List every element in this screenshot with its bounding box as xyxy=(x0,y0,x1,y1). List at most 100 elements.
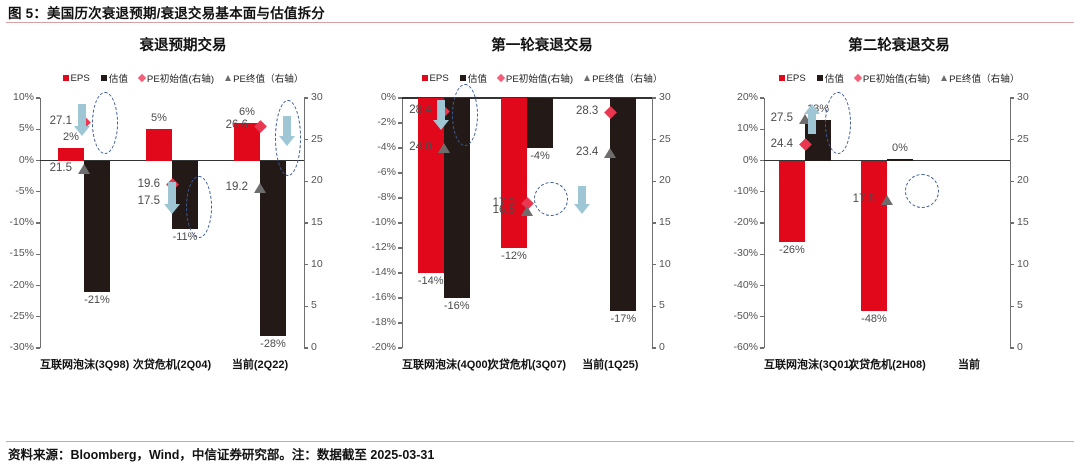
plot-area: 20% 10% 0% -10% -20% -30% -40% -50% -60% 30 25 20 15… xyxy=(722,90,1076,390)
legend-label-pe-initial: PE初始值(右轴) xyxy=(505,74,574,85)
y-tick-left xyxy=(398,247,402,249)
y-tick-right xyxy=(652,180,656,182)
zero-line xyxy=(40,159,304,162)
bar-label-valuation: -28% xyxy=(260,337,286,350)
marker-label-pe-final: 19.2 xyxy=(225,181,248,193)
diamond-icon xyxy=(496,73,506,83)
marker-pe-final xyxy=(604,148,617,158)
y-tick-label-left: 5% xyxy=(18,122,34,135)
y-tick-left xyxy=(760,347,764,349)
x-axis-category-label: 互联网泡沫(4Q00) xyxy=(402,359,492,371)
legend-item-eps: EPS xyxy=(62,72,90,84)
arrow-head xyxy=(433,120,449,130)
y-tick-label-right: 10 xyxy=(311,257,323,270)
y-tick-left xyxy=(398,297,402,299)
square-icon xyxy=(100,75,107,81)
annotation-ellipse xyxy=(825,92,851,154)
annotation-ellipse xyxy=(186,176,212,238)
y-tick-label-right: 5 xyxy=(1017,299,1023,312)
plot-area: 0% -2% -4% -6% -8% -10% -12% -14% -16% -18% -20% 30… xyxy=(366,84,718,390)
y-tick-label-left: -25% xyxy=(9,309,34,322)
marker-label-pe-initial: 27.1 xyxy=(49,115,72,128)
footer-divider xyxy=(6,441,1074,442)
arrow-head xyxy=(74,126,90,136)
marker-pe-final xyxy=(254,183,266,193)
y-tick-right xyxy=(652,347,656,349)
bar-label-eps: 6% xyxy=(239,106,255,118)
y-tick-right xyxy=(304,347,308,349)
y-tick-label-left: -20% xyxy=(733,216,758,228)
y-tick-label-right: 20 xyxy=(311,174,323,187)
legend-label-pe-final: PE终值（右轴） xyxy=(949,74,1020,85)
chart-legend: EPS 估值 PE初始值(右轴) PE终值（右轴） xyxy=(366,71,718,85)
y-tick-right xyxy=(652,222,656,224)
square-icon xyxy=(778,75,785,81)
arrow-shaft xyxy=(168,182,176,204)
arrow-shaft xyxy=(808,114,816,134)
figure-title: 图 5：美国历次衰退预期/衰退交易基本面与估值拆分 xyxy=(8,6,326,21)
chart-title: 第二轮衰退交易 xyxy=(848,38,950,54)
y-tick-label-right: 0 xyxy=(311,341,317,353)
y-tick-right xyxy=(652,97,656,99)
y-tick-left xyxy=(760,97,764,99)
triangle-icon xyxy=(584,75,591,81)
y-tick-label-left: -18% xyxy=(371,316,396,328)
square-icon xyxy=(816,75,823,81)
bar-label-valuation: -21% xyxy=(84,293,110,306)
y-tick-label-left: -4% xyxy=(377,141,396,153)
x-axis-category-label: 当前 xyxy=(958,359,980,371)
chart-title: 第一轮衰退交易 xyxy=(491,38,593,54)
annotation-arrow xyxy=(279,116,295,146)
y-tick-label-right: 30 xyxy=(311,91,323,103)
y-tick-label-left: -40% xyxy=(733,278,758,291)
plot-area: 10% 5% 0% -5% -10% -15% -20% -25% -30% 30 25 20 15 10… xyxy=(4,90,362,390)
x-axis-category-label: 互联网泡沫(3Q01) xyxy=(764,359,854,371)
bar-label-eps: -14% xyxy=(417,275,444,287)
square-icon xyxy=(62,75,69,81)
chart-panel-second-recession-trade: 第二轮衰退交易 EPS 估值 PE初始值(右轴) PE终值（右轴） 20% 10%… xyxy=(722,28,1076,438)
marker-label-pe-initial: 26.6 xyxy=(225,119,248,132)
legend-label-valuation: 估值 xyxy=(824,74,844,85)
legend-label-eps: EPS xyxy=(70,72,90,84)
y-tick-right xyxy=(1010,264,1014,266)
y-tick-label-right: 25 xyxy=(1017,132,1029,145)
y-tick-right xyxy=(1010,97,1014,99)
marker-pe-final xyxy=(78,163,90,174)
zero-line xyxy=(402,97,652,99)
y-tick-label-left: 10% xyxy=(736,122,758,135)
annotation-ellipse xyxy=(534,182,568,216)
y-tick-label-right: 0 xyxy=(659,341,665,353)
y-tick-right xyxy=(652,139,656,141)
marker-pe-final xyxy=(437,143,450,153)
y-tick-right xyxy=(652,305,656,307)
bar-eps xyxy=(501,98,527,248)
y-tick-label-right: 20 xyxy=(1017,174,1029,187)
marker-label-pe-final: 27.5 xyxy=(770,111,793,124)
y-tick-left xyxy=(398,222,402,224)
y-tick-label-left: -20% xyxy=(371,341,396,353)
annotation-ellipse xyxy=(452,84,478,146)
y-tick-left xyxy=(36,159,40,162)
marker-label-pe-final: 23.4 xyxy=(575,146,599,158)
y-tick-label-right: 20 xyxy=(659,174,671,187)
chart-title: 衰退预期交易 xyxy=(139,38,227,54)
y-tick-label-left: -10% xyxy=(733,184,758,197)
y-tick-label-right: 10 xyxy=(659,257,671,270)
y-tick-label-left: -12% xyxy=(371,241,396,253)
bar-label-valuation: -17% xyxy=(610,312,637,325)
y-tick-right xyxy=(1010,180,1014,182)
arrow-head xyxy=(804,104,820,114)
marker-label-pe-final: 24.0 xyxy=(409,141,432,153)
annotation-ellipse xyxy=(275,100,301,176)
bar-valuation xyxy=(84,160,110,292)
y-tick-label-left: -60% xyxy=(733,341,758,353)
bar-label-eps: 5% xyxy=(151,112,167,125)
annotation-arrow xyxy=(574,186,590,214)
legend-item-pe-final: PE终值（右轴） xyxy=(225,71,303,85)
bar-label-valuation: -11% xyxy=(172,231,198,244)
y-tick-label-right: 15 xyxy=(1017,216,1029,228)
y-tick-left xyxy=(760,316,764,318)
figure-source: 资料来源：Bloomberg，Wind，中信证券研究部。注：数据截至 2025-… xyxy=(8,447,435,462)
y-tick-left xyxy=(398,347,402,349)
y-tick-right xyxy=(304,139,308,141)
